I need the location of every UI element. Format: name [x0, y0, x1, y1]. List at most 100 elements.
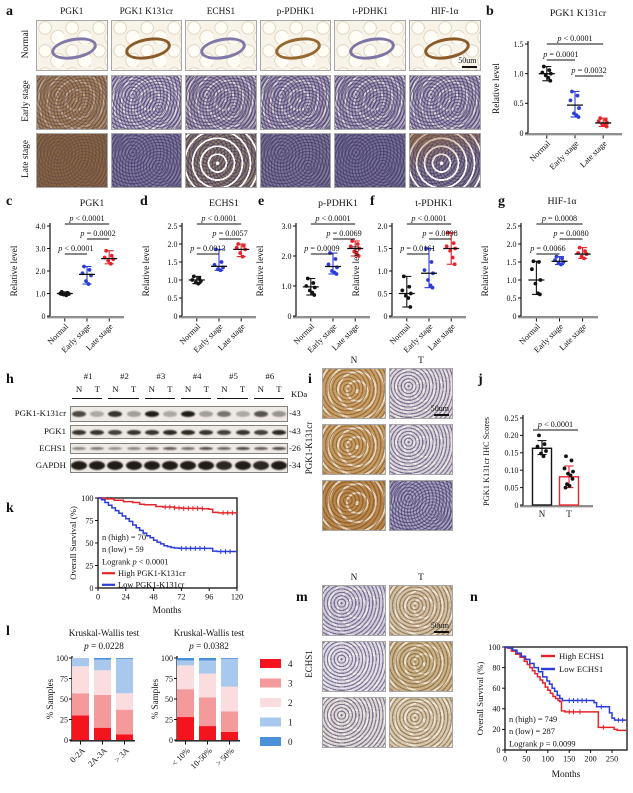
protein-band	[217, 411, 232, 417]
ihc-image-normal	[334, 20, 406, 71]
blot-lane-label: N	[148, 384, 155, 394]
scale-bar: 50um	[431, 622, 449, 633]
protein-band	[108, 411, 123, 417]
panel-letter-k: k	[6, 501, 14, 516]
ihc-image-normal-tissue	[322, 641, 386, 692]
blot-lane-label: N	[112, 384, 119, 394]
ihc-image-normal: 50um	[409, 20, 481, 71]
ihc-image-early	[36, 75, 108, 130]
panel-letter-b: b	[486, 4, 494, 19]
protein-band	[271, 429, 286, 435]
protein-band	[234, 461, 251, 470]
protein-band	[126, 447, 141, 450]
scale-bar-line	[434, 631, 449, 633]
blot-lane-label: T	[276, 384, 282, 394]
blot-row-label: GAPDH	[35, 459, 66, 470]
protein-band	[217, 429, 232, 435]
protein-band	[252, 461, 269, 470]
blot-sample-label: #3	[156, 371, 166, 381]
blot-lane-label: T	[130, 384, 137, 394]
vessel-ring	[124, 33, 174, 63]
panel-letter-h: h	[6, 372, 14, 387]
protein-band	[144, 411, 159, 417]
ihc-image-late	[110, 133, 183, 188]
protein-band	[162, 447, 177, 450]
protein-band	[253, 447, 268, 450]
protein-band	[144, 429, 159, 435]
scale-bar-label: 50um	[458, 56, 477, 65]
kda-unit-label: KDa	[291, 389, 308, 399]
protein-band	[162, 411, 177, 417]
panel-letter-i: i	[308, 372, 312, 387]
blot-sample-label: #5	[229, 371, 238, 381]
protein-band	[235, 429, 250, 435]
protein-band	[235, 411, 250, 417]
a-column-header: t-PDHK1	[352, 7, 388, 17]
nt-column-header: T	[418, 573, 424, 583]
a-column-header: ECHS1	[206, 7, 236, 17]
ihc-image-tumor-tissue	[389, 424, 453, 475]
protein-band	[253, 429, 268, 435]
protein-band	[161, 461, 178, 470]
protein-band	[198, 461, 215, 470]
ihc-image-early	[185, 75, 257, 130]
protein-band	[71, 461, 88, 470]
blot-row-label: PGK1	[44, 426, 66, 436]
panel-letter-g: g	[498, 194, 505, 209]
blot-pair-underline	[217, 398, 248, 399]
blot-lane-label: N	[75, 384, 83, 394]
blot-kda-label: -26	[289, 442, 301, 453]
protein-band	[72, 411, 87, 417]
a-column-header: p-PDHK1	[276, 7, 315, 17]
nt-column-header: T	[418, 356, 424, 366]
blot-lane-label: T	[203, 384, 209, 394]
panel-letter-c: c	[6, 194, 13, 209]
blot-strip	[70, 425, 288, 439]
ihc-image-normal	[259, 20, 332, 71]
scale-bar-label: 50um	[430, 404, 449, 413]
vessel-ring	[347, 33, 398, 63]
vessel-ring	[273, 33, 323, 63]
blot-pair-underline	[144, 398, 175, 399]
panel-letter-m: m	[296, 590, 308, 605]
panel-letter-n: n	[470, 590, 478, 605]
protein-band	[90, 429, 105, 435]
panel-letter-f: f	[370, 194, 375, 209]
ihc-image-normal-tissue	[322, 585, 386, 636]
nt-column-header: N	[350, 356, 358, 366]
panel-letter-l: l	[6, 624, 10, 639]
protein-band	[271, 411, 286, 417]
ihc-image-late	[259, 133, 332, 188]
protein-band	[125, 461, 142, 470]
protein-band	[144, 447, 159, 450]
ihc-image-tumor-tissue: 50um	[389, 368, 453, 419]
panel-letter-j: j	[478, 372, 483, 387]
ihc-image-tumor-tissue	[389, 641, 453, 692]
scale-bar-label: 50um	[430, 621, 449, 630]
protein-band	[143, 461, 160, 470]
vessel-ring	[49, 33, 99, 63]
blot-row-label: ECHS1	[39, 442, 66, 453]
blot-pair-underline	[253, 398, 284, 399]
blot-kda-label: -43	[289, 426, 301, 436]
blot-lane-label: N	[257, 384, 264, 394]
blot-lane-label: T	[94, 384, 100, 394]
protein-band	[181, 411, 196, 417]
ihc-image-late	[36, 133, 108, 188]
ihc-image-early	[334, 75, 406, 130]
blot-pair-underline	[72, 398, 103, 399]
blot-kda-label: -34	[289, 459, 301, 470]
panel-i-side-label: PGK1-K131cr	[304, 421, 314, 475]
protein-band	[217, 447, 232, 450]
protein-band	[235, 447, 250, 450]
ihc-image-late	[409, 133, 481, 188]
ihc-image-normal	[110, 20, 183, 71]
blot-strip	[70, 443, 288, 454]
protein-band	[162, 429, 177, 435]
protein-band	[199, 429, 214, 435]
blot-lane-label: N	[221, 384, 228, 394]
ihc-image-tumor-tissue: 50um	[389, 585, 453, 636]
a-row-label: Late stage	[21, 139, 31, 178]
ihc-image-normal-tissue	[322, 368, 386, 419]
